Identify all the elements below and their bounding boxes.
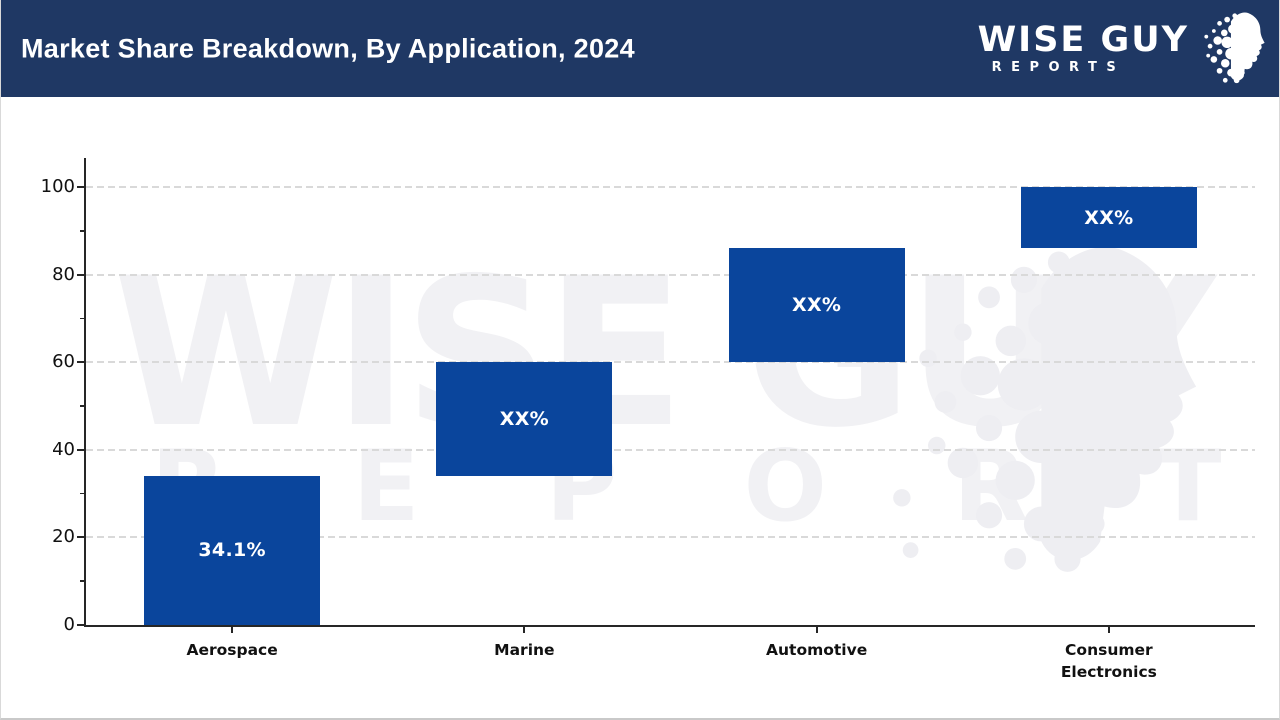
x-tick-1: [523, 625, 526, 633]
bar-automotive: XX%: [728, 248, 905, 363]
y-minor-tick-70: [80, 317, 84, 320]
logo-text: WISE GUY REPORTS: [977, 20, 1189, 75]
x-axis-line: [84, 625, 1255, 627]
header-bar: Market Share Breakdown, By Application, …: [1, 0, 1279, 97]
bar-consumer-electronics: XX%: [1020, 187, 1197, 249]
wise-guy-logo: WISE GUY REPORTS: [978, 6, 1267, 91]
x-tick-0: [231, 625, 234, 633]
y-tick-label-60: 60: [52, 351, 75, 373]
bar-value-label: 34.1%: [198, 539, 266, 562]
bar-value-label: XX%: [792, 294, 842, 317]
y-tick-label-80: 80: [52, 263, 75, 285]
x-tick-label-aerospace: Aerospace: [186, 641, 278, 659]
gridline-20: [86, 536, 1255, 539]
gridline-100: [86, 186, 1255, 188]
x-tick-2: [815, 625, 818, 633]
bar-marine: XX%: [436, 362, 613, 476]
chart-title: Market Share Breakdown, By Application, …: [21, 33, 635, 63]
y-tick-0: [77, 624, 84, 626]
bar-value-label: XX%: [499, 407, 549, 430]
y-axis-line: [84, 158, 86, 627]
y-minor-tick-30: [80, 492, 84, 495]
y-tick-20: [77, 536, 84, 539]
gridline-60: [86, 361, 1255, 364]
logo-primary-text: WISE GUY: [977, 20, 1189, 60]
gridline-40: [86, 448, 1255, 451]
y-tick-label-100: 100: [40, 176, 75, 197]
y-tick-100: [77, 186, 84, 188]
bar-aerospace: 34.1%: [144, 475, 321, 625]
bar-value-label: XX%: [1084, 206, 1134, 229]
logo-secondary-text: REPORTS: [991, 60, 1126, 75]
y-minor-tick-50: [80, 405, 84, 407]
y-tick-label-20: 20: [52, 526, 75, 548]
watermark-head-icon: [893, 247, 1197, 572]
x-tick-label-automotive: Automotive: [766, 641, 868, 659]
y-tick-label-0: 0: [63, 614, 75, 635]
y-tick-60: [77, 361, 84, 364]
gridline-80: [86, 273, 1255, 276]
x-tick-label-marine: Marine: [494, 641, 555, 659]
x-tick-3: [1107, 625, 1110, 633]
y-minor-tick-90: [80, 230, 84, 232]
y-tick-40: [77, 448, 84, 451]
y-tick-80: [77, 273, 84, 276]
x-tick-label-consumer-electronics: Consumer Electronics: [1060, 641, 1157, 681]
y-tick-label-40: 40: [52, 438, 75, 460]
logo-head-icon: [1204, 11, 1265, 83]
y-minor-tick-10: [80, 580, 84, 582]
